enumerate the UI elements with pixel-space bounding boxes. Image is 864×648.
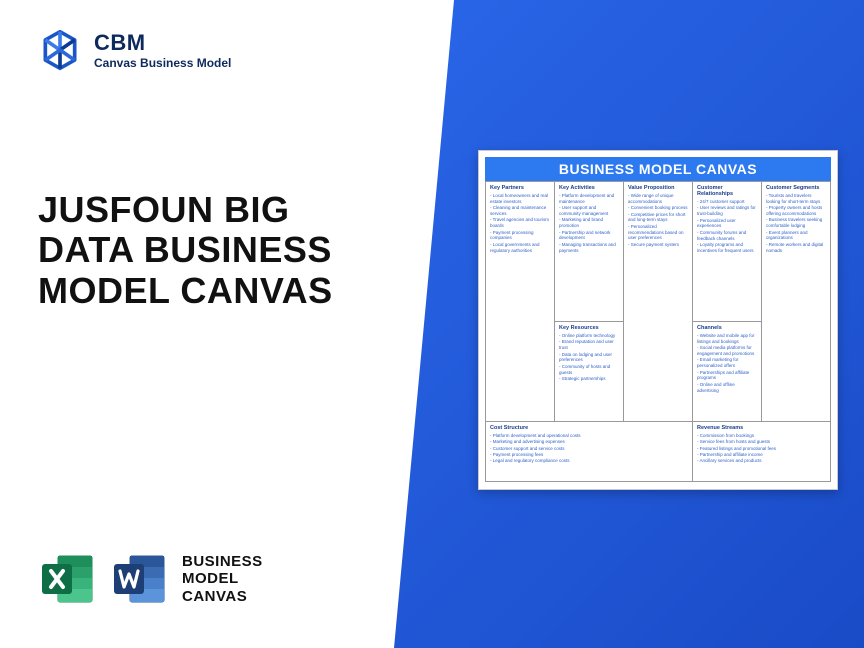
page-title: JUSFOUN BIG DATA BUSINESS MODEL CANVAS	[38, 190, 378, 311]
cell-key-resources: Key ResourcesOnline platform technologyB…	[555, 322, 624, 422]
file-icons-label: BUSINESS MODEL CANVAS	[182, 553, 263, 605]
word-icon	[110, 550, 168, 608]
cell-value-proposition: Value PropositionWide range of unique ac…	[624, 182, 693, 422]
brand-logo-block: CBM Canvas Business Model	[38, 28, 231, 72]
canvas-grid: Key PartnersLocal homeowners and real es…	[485, 181, 831, 482]
cell-channels: ChannelsWebsite and mobile app for listi…	[693, 322, 762, 422]
file-label-text: BUSINESS MODEL CANVAS	[182, 553, 263, 605]
cell-key-activities: Key ActivitiesPlatform development and m…	[555, 182, 624, 322]
brand-name: Canvas Business Model	[94, 56, 231, 70]
cbm-logo-icon	[38, 28, 82, 72]
cell-customer-seg: Customer SegmentsTourists and travelers …	[762, 182, 831, 422]
cell-revenue-streams: Revenue StreamsCommission from bookingsS…	[693, 422, 831, 482]
file-icons-row: BUSINESS MODEL CANVAS	[38, 550, 263, 608]
cell-key-partners: Key PartnersLocal homeowners and real es…	[486, 182, 555, 422]
canvas-title: BUSINESS MODEL CANVAS	[485, 157, 831, 181]
brand-abbr: CBM	[94, 30, 231, 56]
cell-cost-structure: Cost StructurePlatform development and o…	[486, 422, 693, 482]
excel-icon	[38, 550, 96, 608]
canvas-preview-card: BUSINESS MODEL CANVAS Key PartnersLocal …	[478, 150, 838, 490]
cell-customer-rel: Customer Relationships24/7 customer supp…	[693, 182, 762, 322]
